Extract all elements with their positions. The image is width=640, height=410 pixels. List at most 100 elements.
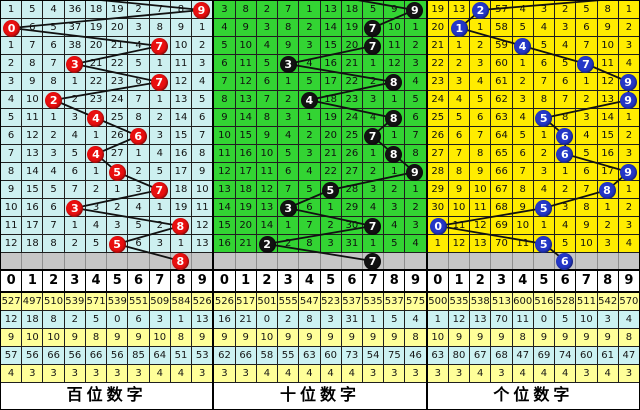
grid-cell: 2	[555, 181, 577, 199]
grid-cell: 1	[533, 127, 556, 145]
pending-row-cell	[320, 253, 342, 269]
grid-cell: 8	[512, 181, 534, 199]
grid-cell: 7	[555, 91, 577, 109]
pending-row-cell	[235, 253, 257, 269]
stats-cell: 4	[256, 365, 279, 383]
trend-row: 6 11 5 4 16 21 1 12 3	[214, 55, 426, 73]
grid-cell: 37	[64, 19, 86, 37]
trend-row: 19 13 57 4 3 2 5 8 1	[427, 1, 639, 19]
grid-cell: 16	[597, 145, 619, 163]
pending-row-cell	[1, 253, 23, 269]
stats-cell: 4	[618, 311, 639, 329]
grid-cell: 5	[512, 127, 534, 145]
drawn-ball: 5	[108, 235, 126, 253]
stats-cell: 3	[235, 365, 257, 383]
grid-cell: 15	[214, 217, 236, 235]
digit-header-cell: 6	[128, 271, 150, 291]
digit-header-cell: 5	[534, 271, 556, 291]
grid-cell: 11	[22, 109, 44, 127]
grid-cell: 3	[448, 73, 471, 91]
grid-cell: 21	[427, 37, 449, 55]
grid-cell: 2	[597, 217, 619, 235]
grid-cell: 27	[341, 163, 363, 181]
grid-cell: 1	[362, 235, 385, 253]
pending-row-cell	[533, 253, 556, 269]
stats-cell: 12	[448, 311, 471, 329]
grid-cell: 28	[341, 181, 363, 199]
digit-header-cell: 4	[299, 271, 321, 291]
grid-cell: 5	[576, 145, 598, 163]
grid-cell: 14	[214, 199, 236, 217]
grid-cell: 3	[618, 37, 639, 55]
grid-cell: 29	[341, 199, 363, 217]
trend-row: 15 20 14 1 7 2 30 4 3	[214, 217, 426, 235]
grid-cell: 2	[256, 1, 279, 19]
grid-cell: 14	[170, 109, 193, 127]
stats-cell: 547	[299, 293, 321, 311]
trend-row: 24 4 5 62 3 8 7 2 13	[427, 91, 639, 109]
stats-cell: 4	[533, 365, 556, 383]
stats-cell: 570	[618, 293, 639, 311]
pending-row-cell	[128, 253, 150, 269]
stats-cell: 511	[576, 293, 598, 311]
trend-row: 4 10 2 23 24 7 1 13 5	[1, 91, 213, 109]
drawn-ball: 3	[66, 55, 84, 73]
stats-cell: 75	[384, 347, 406, 365]
digit-header-cell: 3	[278, 271, 300, 291]
grid-cell: 9	[192, 163, 213, 181]
stats-cell: 66	[235, 347, 257, 365]
grid-cell: 5	[149, 163, 171, 181]
grid-cell: 11	[214, 145, 236, 163]
stats-cell: 9	[576, 329, 598, 347]
grid-cell: 18	[320, 91, 342, 109]
grid-cell: 3	[362, 91, 385, 109]
hundreds-stats-rows: 527 497 510 539 571 539 551 509 584 526 12 18 8 2 5 0 6 3…	[1, 293, 213, 383]
stats-cell: 16	[214, 311, 236, 329]
stats-row: 527 497 510 539 571 539 551 509 584 526	[1, 293, 213, 311]
trend-row: 12 18 8 2 5 6 3 1 13	[1, 235, 213, 253]
stats-cell: 12	[1, 311, 23, 329]
digit-header-cell: 5	[321, 271, 342, 291]
grid-cell: 4	[618, 55, 639, 73]
grid-cell: 4	[299, 55, 321, 73]
pending-row-cell	[491, 253, 513, 269]
stats-cell: 8	[299, 311, 321, 329]
grid-cell: 26	[341, 145, 363, 163]
trend-row: 6 12 2 4 1 26 3 15 7	[1, 127, 213, 145]
grid-cell: 65	[491, 145, 513, 163]
grid-cell: 9	[170, 19, 193, 37]
grid-cell: 3	[618, 217, 639, 235]
grid-cell: 4	[192, 73, 213, 91]
grid-cell: 3	[149, 127, 171, 145]
grid-cell: 1	[64, 217, 86, 235]
drawn-ball: 4	[87, 145, 105, 163]
trend-row: 14 19 13 6 1 29 4 3 2	[214, 199, 426, 217]
grid-cell: 8	[43, 235, 65, 253]
grid-cell: 12	[22, 127, 44, 145]
trend-row: 4 9 3 8 2 14 19 10 1	[214, 19, 426, 37]
stats-row: 500 535 538 513 600 516 528 511 542 570	[427, 293, 639, 311]
grid-cell: 3	[256, 19, 279, 37]
grid-cell: 2	[128, 163, 150, 181]
drawn-ball: 3	[66, 199, 84, 217]
stats-cell: 3	[491, 365, 513, 383]
stats-cell: 5	[555, 311, 577, 329]
grid-cell: 9	[1, 181, 23, 199]
grid-cell: 1	[149, 199, 171, 217]
grid-cell: 2	[618, 199, 639, 217]
grid-cell: 1	[555, 163, 577, 181]
grid-cell: 8	[405, 145, 426, 163]
grid-cell: 7	[278, 181, 300, 199]
stats-cell: 0	[107, 311, 129, 329]
stats-cell: 3	[405, 365, 426, 383]
panel-tens: 3 8 2 7 1 13 18 5 9 4 9 3 8 2 14 19 10 1 5 10 4 9 3 15 20 11 2 6 11 5…	[212, 1, 426, 409]
grid-cell: 1	[1, 37, 23, 55]
stats-row: 526 517 501 555 547 523 537 535 537 575	[214, 293, 426, 311]
grid-cell: 25	[341, 127, 363, 145]
grid-cell: 8	[1, 163, 23, 181]
grid-cell: 13	[470, 235, 492, 253]
grid-cell: 70	[491, 235, 513, 253]
grid-cell: 8	[597, 1, 619, 19]
grid-cell: 1	[618, 181, 639, 199]
pending-row-cell	[448, 253, 471, 269]
